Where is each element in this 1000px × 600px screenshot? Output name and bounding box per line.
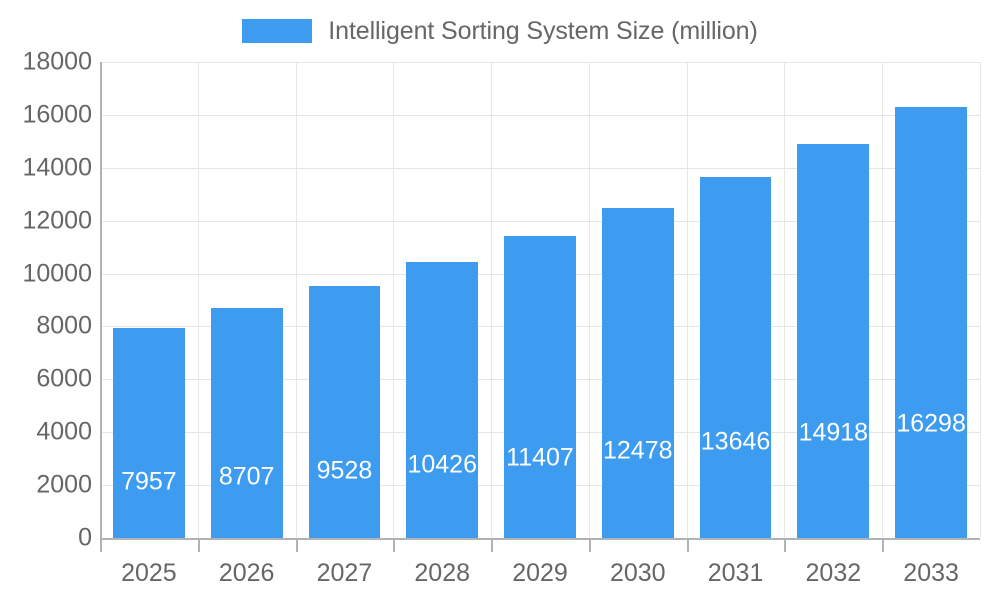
y-axis-line xyxy=(100,62,102,540)
x-axis-tick-label: 2026 xyxy=(218,559,275,587)
y-axis-tick-label: 6000 xyxy=(36,364,92,393)
x-axis-tick xyxy=(296,540,298,552)
x-axis-tick xyxy=(784,540,786,552)
bar-value-label: 13646 xyxy=(700,427,771,456)
x-axis-tick-label: 2029 xyxy=(512,559,568,587)
y-axis-tick-label: 12000 xyxy=(22,206,92,235)
gridline-vertical xyxy=(589,62,590,538)
y-axis-tick-label: 0 xyxy=(78,523,92,552)
y-axis-tick-label: 16000 xyxy=(22,100,92,129)
x-axis-tick-label: 2025 xyxy=(121,559,177,587)
gridline-horizontal xyxy=(100,114,980,116)
legend-swatch-icon xyxy=(242,19,313,43)
gridline-vertical xyxy=(296,62,297,538)
x-axis-tick xyxy=(491,540,493,552)
x-axis-tick xyxy=(198,540,200,552)
bar-value-label: 8707 xyxy=(218,462,275,491)
bar[interactable] xyxy=(210,307,283,538)
x-axis-tick xyxy=(393,540,395,552)
x-axis-tick-label: 2028 xyxy=(414,559,471,587)
gridline-horizontal xyxy=(100,167,980,169)
bar[interactable] xyxy=(601,208,674,538)
x-axis-tick-label: 2027 xyxy=(316,559,373,587)
bar-value-label: 11407 xyxy=(506,443,574,472)
x-axis-tick-label: 2030 xyxy=(609,559,666,587)
y-axis-tick-label: 10000 xyxy=(22,259,92,288)
bar[interactable] xyxy=(406,262,479,538)
legend-item-intelligent-sorting-system-size[interactable]: Intelligent Sorting System Size (million… xyxy=(242,16,758,46)
gridline-vertical xyxy=(198,62,199,538)
chart-legend: Intelligent Sorting System Size (million… xyxy=(0,10,1000,52)
y-axis-tick-label: 4000 xyxy=(36,417,92,446)
bar-value-label: 7957 xyxy=(121,467,177,496)
bar-value-label: 12478 xyxy=(603,436,673,465)
gridline-horizontal xyxy=(100,220,980,222)
y-axis-tick-label: 14000 xyxy=(22,153,92,182)
gridline-vertical xyxy=(393,62,394,538)
gridline-vertical xyxy=(784,62,785,538)
x-axis-tick-label: 2032 xyxy=(805,559,862,587)
bar[interactable] xyxy=(308,286,381,538)
y-axis-tick-label: 8000 xyxy=(36,311,92,340)
x-axis-tick xyxy=(100,540,102,552)
bar-value-label: 10426 xyxy=(407,450,477,479)
bar-value-label: 16298 xyxy=(896,409,966,438)
legend-label: Intelligent Sorting System Size (million… xyxy=(328,16,758,45)
bar[interactable] xyxy=(699,177,772,538)
x-axis-tick xyxy=(589,540,591,552)
gridline-vertical xyxy=(980,62,981,538)
y-axis-tick-label: 2000 xyxy=(36,470,92,499)
bar[interactable] xyxy=(895,107,968,538)
y-axis-tick-label: 18000 xyxy=(22,47,92,76)
x-axis-tick-label: 2033 xyxy=(903,559,959,587)
gridline-horizontal xyxy=(100,62,980,63)
bar-value-label: 14918 xyxy=(798,418,869,447)
bar[interactable] xyxy=(504,236,576,538)
bar[interactable] xyxy=(112,327,185,538)
gridline-vertical xyxy=(882,62,883,538)
x-axis-tick xyxy=(687,540,689,552)
gridline-vertical xyxy=(491,62,492,538)
bar[interactable] xyxy=(797,143,870,538)
gridline-vertical xyxy=(687,62,688,538)
bar-value-label: 9528 xyxy=(316,456,373,485)
x-axis-tick xyxy=(882,540,884,552)
plot-area: 7957 8707 9528 10426 11407 12478 13646 14918 162… xyxy=(100,62,981,539)
x-axis-tick-label: 2031 xyxy=(707,559,764,587)
x-axis-line xyxy=(100,538,980,540)
